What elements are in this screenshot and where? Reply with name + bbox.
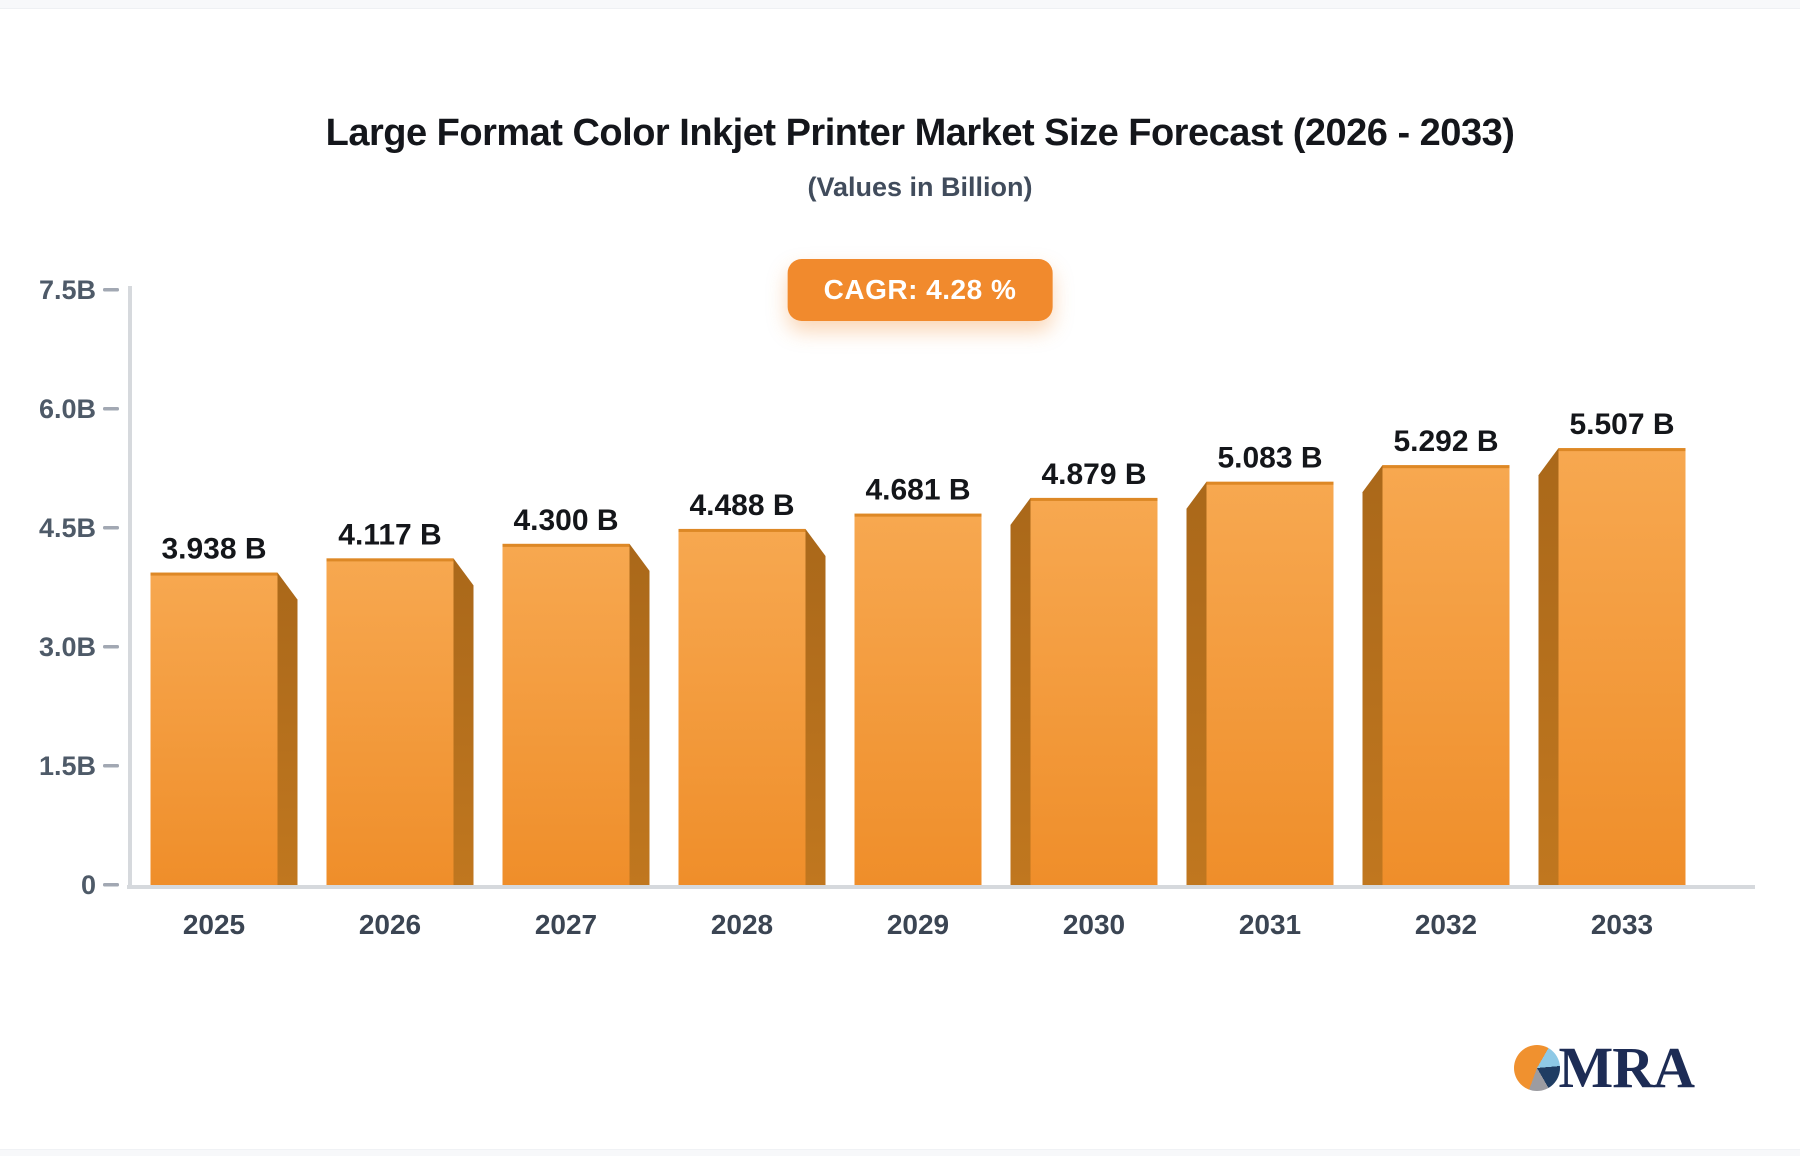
bar-side-face (1538, 448, 1559, 885)
y-tick-label: 1.5B (39, 751, 96, 781)
bar-value-label: 5.083 B (1217, 442, 1322, 475)
cagr-badge: CAGR: 4.28 % (787, 259, 1053, 321)
bar-side-face (629, 543, 650, 885)
bar-top-edge (1030, 497, 1158, 501)
chart-axes: 0 1.5B 3.0B 4.5B 6.0B 7.5B (39, 275, 1755, 900)
bar-side-face (1186, 481, 1207, 885)
y-axis-line (128, 286, 132, 889)
bar-front-face (854, 513, 982, 885)
bar-value-label: 4.300 B (513, 504, 618, 537)
x-category-label: 2026 (359, 909, 421, 940)
x-category-label: 2030 (1063, 909, 1125, 940)
bar-side-face (453, 558, 474, 885)
bar-top-edge (150, 572, 278, 576)
chart-title: Large Format Color Inkjet Printer Market… (325, 112, 1515, 154)
bar-value-label: 4.117 B (338, 518, 441, 551)
pie-chart-icon (1514, 1045, 1561, 1091)
mra-logo: MRA (1514, 1035, 1695, 1100)
bar-side-face (1010, 497, 1031, 885)
bar-value-label: 4.488 B (689, 489, 794, 522)
bar-front-face (1206, 481, 1334, 885)
bar-2029[interactable] (854, 513, 982, 885)
bar-value-label: 4.681 B (865, 474, 970, 507)
bar-front-face (678, 528, 806, 885)
bar-front-face (326, 558, 454, 885)
bar-front-face (150, 572, 278, 885)
chart-subtitle: (Values in Billion) (807, 172, 1033, 202)
top-edge-strip (0, 0, 1800, 9)
chart-labels: 3.938 B 2025 4.117 B 2026 4.300 B 2027 4.488 B… (161, 408, 1674, 940)
y-tick-dash (103, 288, 119, 292)
bar-value-label: 5.292 B (1393, 425, 1498, 458)
x-category-label: 2025 (183, 909, 245, 940)
bar-top-edge (1206, 481, 1334, 485)
x-axis-line (127, 885, 1755, 889)
bar-side-face (277, 572, 298, 885)
bar-side-face (805, 528, 826, 885)
y-tick-label: 7.5B (39, 275, 96, 305)
y-tick-dash (103, 883, 119, 887)
y-tick-label: 0 (81, 870, 96, 900)
x-category-label: 2031 (1239, 909, 1301, 940)
bar-value-label: 4.879 B (1041, 458, 1146, 491)
x-category-label: 2033 (1591, 909, 1653, 940)
bar-front-face (1030, 497, 1158, 885)
y-tick-label: 3.0B (39, 632, 96, 662)
bar-top-edge (502, 543, 630, 547)
mra-logo-text: MRA (1558, 1035, 1695, 1100)
bar-top-edge (678, 528, 806, 532)
y-tick-dash (103, 645, 119, 649)
bar-2025[interactable] (150, 572, 298, 885)
bar-2031[interactable] (1186, 481, 1334, 885)
x-category-label: 2032 (1415, 909, 1477, 940)
bar-front-face (1558, 448, 1686, 885)
bar-top-edge (326, 558, 454, 562)
bar-2026[interactable] (326, 558, 474, 885)
bar-value-label: 5.507 B (1569, 408, 1674, 441)
bar-front-face (1382, 465, 1510, 885)
bar-2033[interactable] (1538, 448, 1686, 885)
y-tick-dash (103, 407, 119, 411)
bar-2032[interactable] (1362, 465, 1510, 885)
x-category-label: 2029 (887, 909, 949, 940)
bar-side-face (1362, 465, 1383, 885)
y-tick-label: 6.0B (39, 394, 96, 424)
bar-value-label: 3.938 B (161, 533, 266, 566)
bar-top-edge (1382, 465, 1510, 469)
y-tick-label: 4.5B (39, 513, 96, 543)
x-category-label: 2028 (711, 909, 773, 940)
x-category-label: 2027 (535, 909, 597, 940)
bottom-edge-strip (0, 1149, 1800, 1156)
bar-2027[interactable] (502, 543, 650, 885)
chart-bars (150, 448, 1686, 885)
bar-2028[interactable] (678, 528, 826, 885)
y-tick-dash (103, 526, 119, 530)
y-tick-dash (103, 764, 119, 768)
bar-top-edge (1558, 448, 1686, 452)
bar-top-edge (854, 513, 982, 517)
bar-front-face (502, 543, 630, 885)
bar-2030[interactable] (1010, 497, 1158, 885)
